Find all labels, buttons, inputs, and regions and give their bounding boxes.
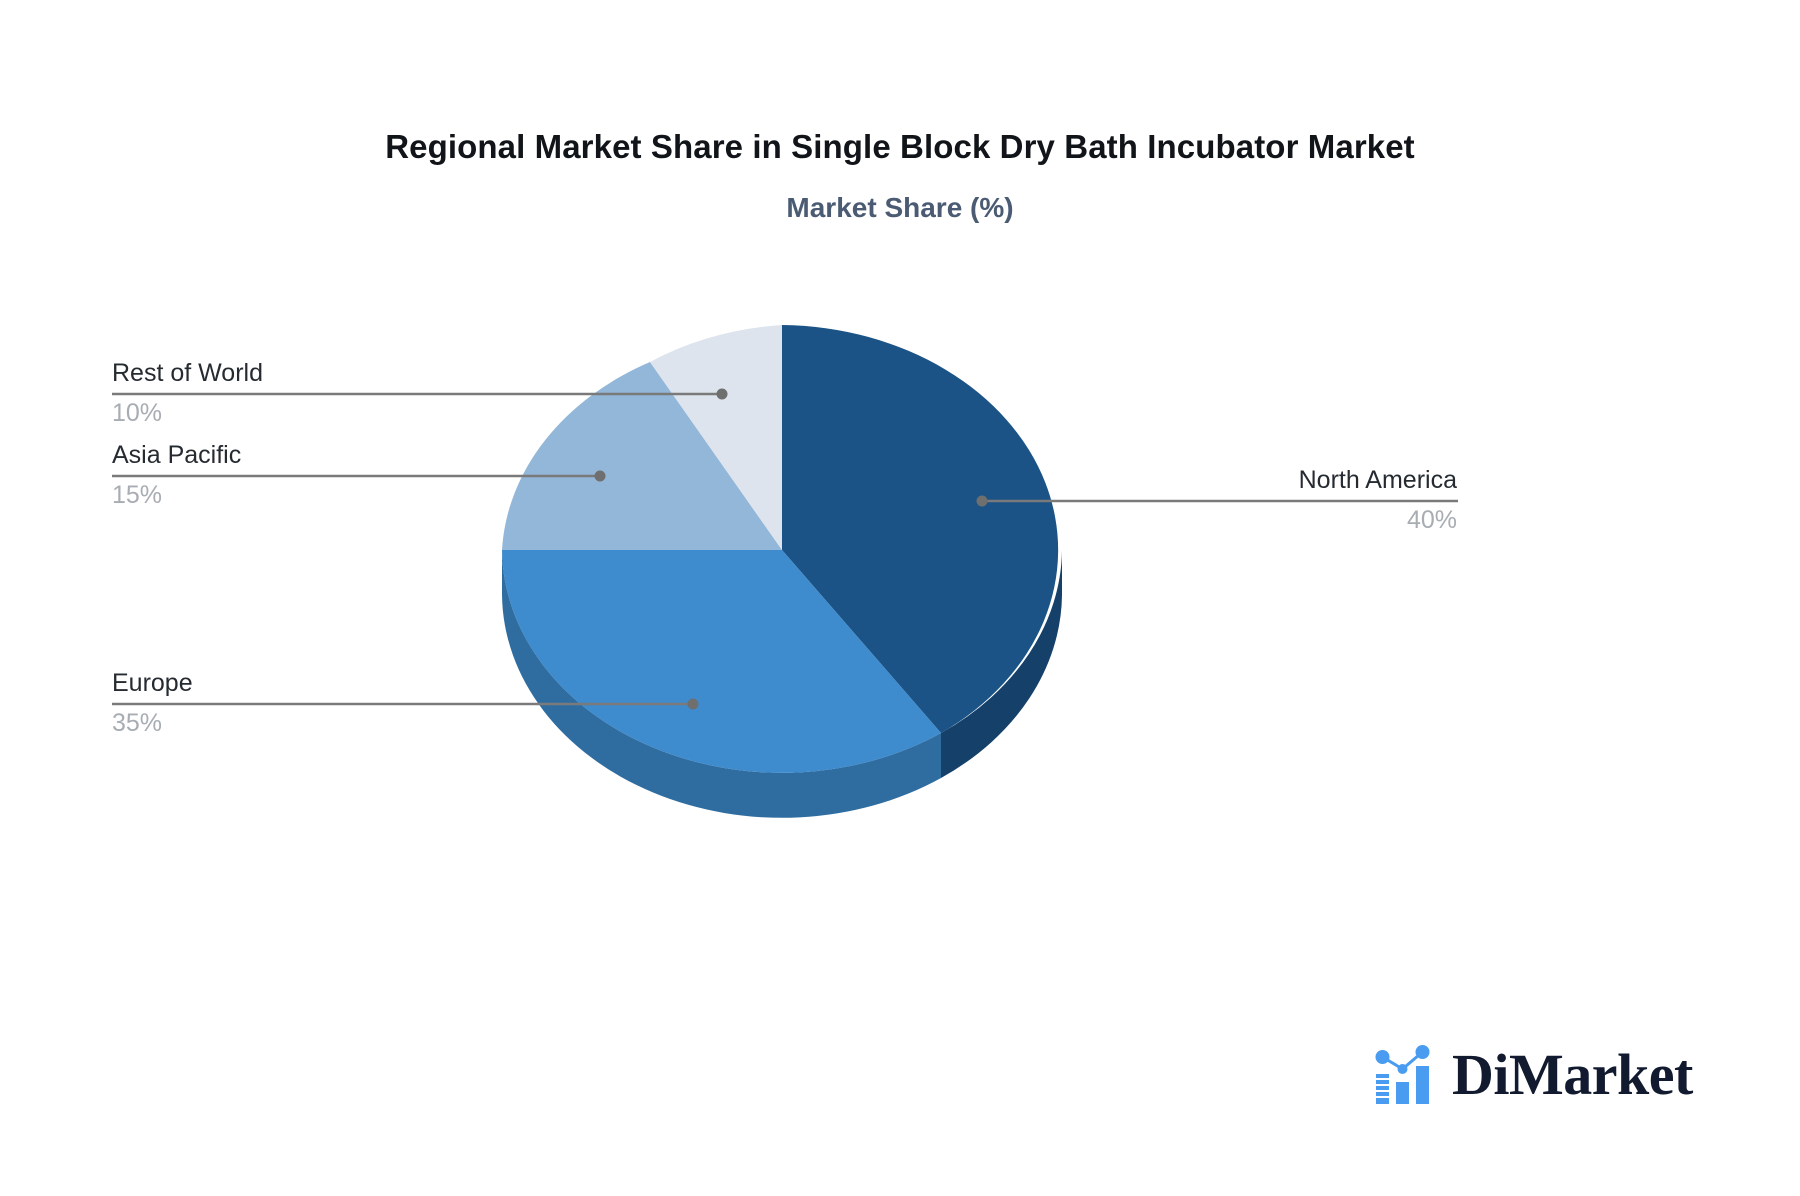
callout-europe: Europe 35% <box>112 670 193 737</box>
pie-depth-europe <box>502 550 941 818</box>
chart-title: Regional Market Share in Single Block Dr… <box>385 128 1415 165</box>
leader-dot-rest-of-world <box>716 388 728 400</box>
leader-dot-north-america <box>976 495 988 507</box>
callout-value-north-america: 40% <box>1406 506 1457 535</box>
pie-depth-north-america <box>941 550 1062 778</box>
brand-logo: DiMarket <box>1372 1044 1693 1106</box>
leader-lines <box>112 392 1458 706</box>
leader-dot-europe <box>687 698 699 710</box>
callout-label-north-america: North America <box>1298 466 1457 494</box>
leader-dots <box>594 388 988 710</box>
callout-north-america: North America 40% <box>1299 467 1457 534</box>
pie-slice-asia-pacific[interactable] <box>502 362 782 550</box>
logo-text: DiMarket <box>1452 1042 1693 1107</box>
callout-label-rest-of-world: Rest of World <box>112 359 263 387</box>
callout-value-europe: 35% <box>112 709 163 738</box>
pie-slice-north-america[interactable] <box>782 325 1059 733</box>
callout-label-asia-pacific: Asia Pacific <box>112 441 242 469</box>
pie-slices <box>502 325 1059 773</box>
leader-dot-asia-pacific <box>594 470 606 482</box>
pie-slice-europe[interactable] <box>502 550 941 773</box>
callout-value-asia-pacific: 15% <box>112 481 163 510</box>
bar-chart-icon <box>1375 1045 1430 1104</box>
pie-slice-rest-of-world[interactable] <box>650 325 782 550</box>
callout-rest-of-world: Rest of World 10% <box>112 360 263 427</box>
chart-subtitle: Market Share (%) <box>786 192 1014 223</box>
callout-asia-pacific: Asia Pacific 15% <box>112 442 241 509</box>
callout-value-rest-of-world: 10% <box>112 399 163 428</box>
callout-label-europe: Europe <box>112 669 193 697</box>
pie-3d-depth <box>502 550 1062 818</box>
